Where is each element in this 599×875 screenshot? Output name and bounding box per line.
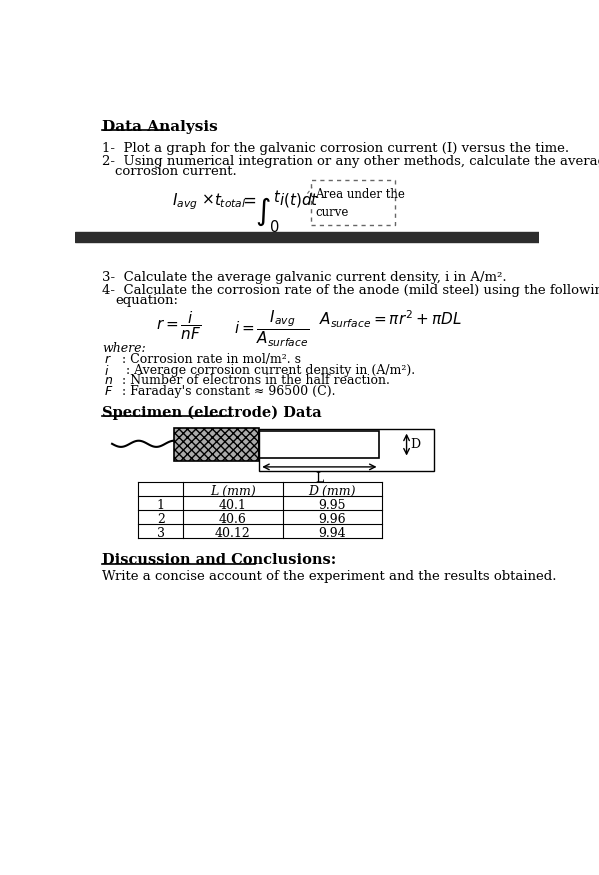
Text: : Average corrosion current density in (A/m²).: : Average corrosion current density in (…	[114, 364, 415, 377]
Bar	[311, 180, 395, 225]
Text: : Number of electrons in the half reaction.: : Number of electrons in the half reacti…	[114, 374, 389, 388]
Text: 2: 2	[157, 513, 165, 526]
Text: 1-  Plot a graph for the galvanic corrosion current (I) versus the time.: 1- Plot a graph for the galvanic corrosi…	[102, 142, 569, 155]
Bar	[259, 431, 379, 458]
Text: $n$: $n$	[104, 374, 113, 388]
Text: 4-  Calculate the corrosion rate of the anode (mild steel) using the following: 4- Calculate the corrosion rate of the a…	[102, 284, 599, 297]
Text: $t_{total}$: $t_{total}$	[214, 192, 247, 210]
Text: L: L	[315, 472, 323, 485]
Text: $r = \dfrac{i}{nF}$: $r = \dfrac{i}{nF}$	[156, 309, 202, 342]
Text: $r$: $r$	[104, 353, 112, 366]
Text: 9.95: 9.95	[319, 500, 346, 512]
Text: $i$: $i$	[104, 364, 110, 378]
Text: $\times$: $\times$	[201, 192, 214, 206]
Text: $i = \dfrac{I_{avg}}{A_{surface}}$: $i = \dfrac{I_{avg}}{A_{surface}}$	[234, 309, 309, 349]
Text: Area under the
curve: Area under the curve	[315, 188, 405, 219]
Text: 1: 1	[157, 500, 165, 512]
Text: 3-  Calculate the average galvanic current density, i in A/m².: 3- Calculate the average galvanic curren…	[102, 270, 507, 284]
Text: 9.96: 9.96	[318, 513, 346, 526]
Text: Write a concise account of the experiment and the results obtained.: Write a concise account of the experimen…	[102, 570, 556, 583]
Text: 40.1: 40.1	[219, 500, 247, 512]
Text: L (mm): L (mm)	[210, 486, 256, 499]
Text: 3: 3	[157, 527, 165, 540]
Text: D (mm): D (mm)	[308, 486, 356, 499]
Text: 40.6: 40.6	[219, 513, 247, 526]
Text: $i(t)dt$: $i(t)dt$	[279, 192, 319, 209]
Text: D: D	[410, 438, 420, 452]
Text: $A_{surface} = \pi r^{2} + \pi DL$: $A_{surface} = \pi r^{2} + \pi DL$	[319, 309, 462, 331]
Text: $I_{avg}$: $I_{avg}$	[172, 192, 198, 212]
Text: 2-  Using numerical integration or any other methods, calculate the average galv: 2- Using numerical integration or any ot…	[102, 155, 599, 168]
Text: 9.94: 9.94	[318, 527, 346, 540]
Text: Specimen (electrode) Data: Specimen (electrode) Data	[102, 405, 322, 420]
Text: equation:: equation:	[115, 294, 178, 306]
Text: Data Analysis: Data Analysis	[102, 121, 218, 135]
Text: $\int_{0}^{t}$: $\int_{0}^{t}$	[255, 190, 281, 236]
Text: =: =	[242, 192, 256, 209]
Text: : Corrosion rate in mol/m². s: : Corrosion rate in mol/m². s	[114, 353, 301, 366]
Text: : Faraday's constant ≈ 96500 (C).: : Faraday's constant ≈ 96500 (C).	[114, 385, 335, 398]
Text: corrosion current.: corrosion current.	[115, 165, 237, 178]
Bar	[75, 232, 539, 242]
Text: where:: where:	[102, 342, 146, 355]
Text: Discussion and Conclusions:: Discussion and Conclusions:	[102, 553, 336, 567]
Bar	[174, 429, 259, 461]
Bar	[259, 429, 434, 471]
Text: $F$: $F$	[104, 385, 114, 398]
Text: 40.12: 40.12	[215, 527, 251, 540]
